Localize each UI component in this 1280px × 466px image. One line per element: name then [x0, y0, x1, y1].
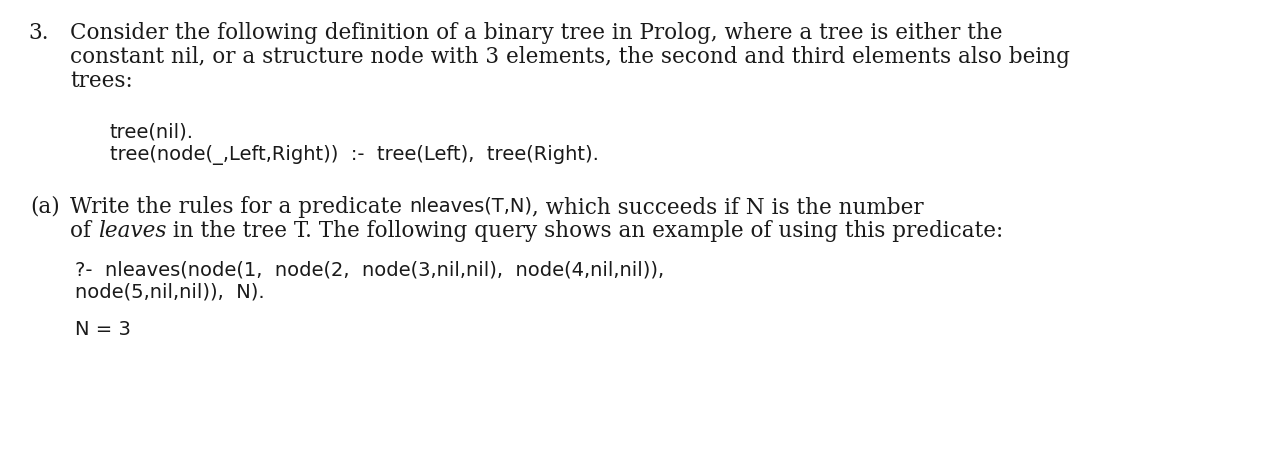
Text: in the tree T. The following query shows an example of using this predicate:: in the tree T. The following query shows…	[166, 220, 1004, 242]
Text: nleaves(T,N): nleaves(T,N)	[408, 196, 532, 215]
Text: tree(nil).: tree(nil).	[110, 122, 195, 141]
Text: node(5,nil,nil)),  N).: node(5,nil,nil)), N).	[76, 283, 265, 302]
Text: , which succeeds if N is the number: , which succeeds if N is the number	[532, 196, 923, 218]
Text: tree(node(_,Left,Right))  :-  tree(Left),  tree(Right).: tree(node(_,Left,Right)) :- tree(Left), …	[110, 145, 599, 165]
Text: ?-  nleaves(node(1,  node(2,  node(3,nil,nil),  node(4,nil,nil)),: ?- nleaves(node(1, node(2, node(3,nil,ni…	[76, 260, 664, 279]
Text: Write the rules for a predicate: Write the rules for a predicate	[70, 196, 408, 218]
Text: trees:: trees:	[70, 70, 133, 92]
Text: (a): (a)	[29, 196, 60, 218]
Text: N = 3: N = 3	[76, 320, 131, 339]
Text: of: of	[70, 220, 97, 242]
Text: leaves: leaves	[97, 220, 166, 242]
Text: constant nil, or a structure node with 3 elements, the second and third elements: constant nil, or a structure node with 3…	[70, 46, 1070, 68]
Text: Consider the following definition of a binary tree in Prolog, where a tree is ei: Consider the following definition of a b…	[70, 22, 1002, 44]
Text: 3.: 3.	[28, 22, 49, 44]
